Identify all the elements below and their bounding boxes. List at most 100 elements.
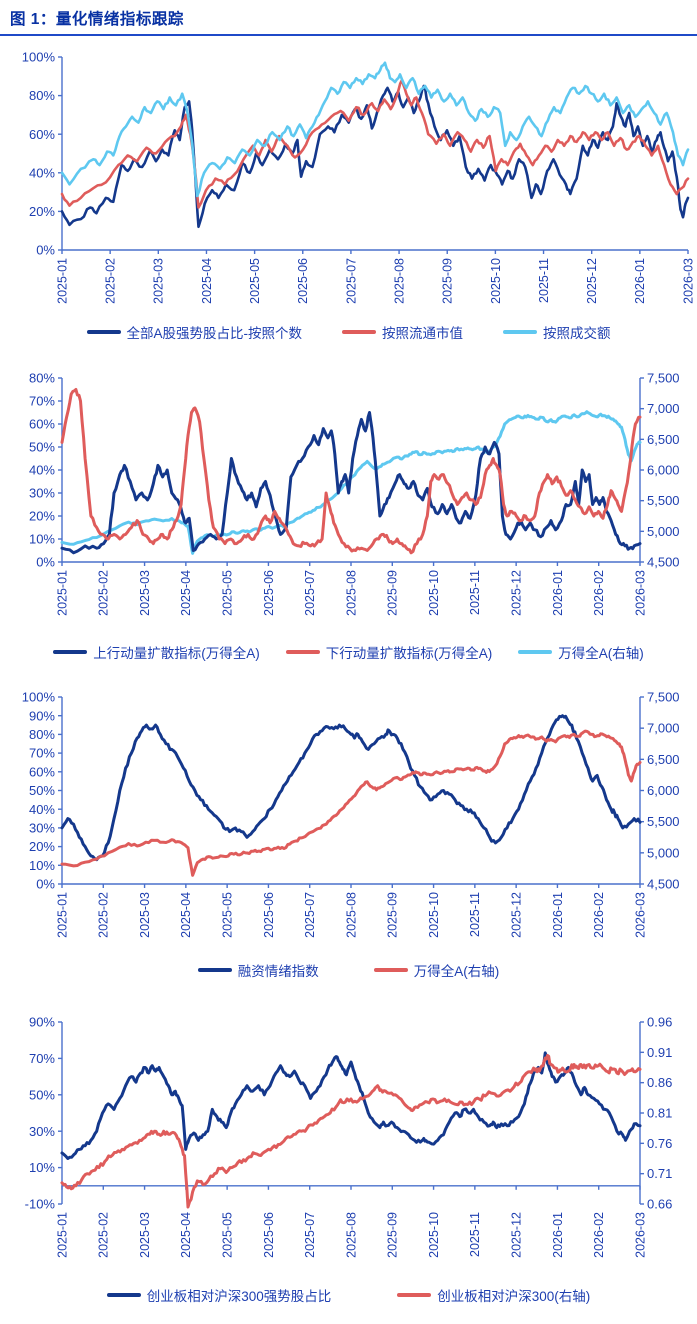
x-axis-tick-label: 2025-04 [179, 570, 193, 616]
x-axis-tick-label: 2026-01 [551, 570, 565, 616]
x-axis-tick-label: 2025-02 [104, 258, 118, 304]
x-axis-tick-label: 2025-03 [138, 892, 152, 938]
y-axis-tick-label: 90% [29, 1015, 55, 1030]
right-y-axis-tick-label: 7,000 [647, 721, 680, 736]
right-y-axis-tick-label: 0.66 [647, 1197, 672, 1212]
right-y-axis-tick-label: 6,000 [647, 463, 680, 478]
x-axis-tick-label: 2025-11 [537, 258, 551, 303]
right-y-axis-tick-label: 7,000 [647, 401, 680, 416]
right-y-axis-tick-label: 6,500 [647, 752, 680, 767]
legend-item: 万得全A(右轴) [373, 960, 499, 980]
series-line [60, 410, 642, 555]
y-axis-tick-label: 10% [29, 858, 55, 873]
legend-line-swatch [342, 330, 376, 334]
legend-item: 上行动量扩散指标(万得全A) [53, 642, 260, 662]
y-axis-tick-label: 20% [29, 839, 55, 854]
x-axis-tick-label: 2025-06 [262, 570, 276, 616]
series-line [60, 714, 642, 862]
y-axis-tick-label: 60% [29, 764, 55, 779]
series-line [60, 388, 642, 555]
legend-label: 创业板相对沪深300强势股占比 [146, 1289, 332, 1304]
x-axis-tick-label: 2025-08 [392, 258, 406, 304]
y-axis-tick-label: 80% [29, 371, 55, 386]
x-axis-tick-label: 2025-08 [344, 570, 358, 616]
x-axis-tick-label: 2025-03 [152, 258, 166, 304]
right-y-axis-tick-label: 5,000 [647, 524, 680, 539]
legend-line-swatch [503, 330, 537, 334]
y-axis-tick-label: -10% [25, 1197, 56, 1212]
y-axis-tick-label: 80% [29, 88, 55, 103]
legend-item: 创业板相对沪深300(右轴) [397, 1285, 590, 1305]
right-y-axis-tick-label: 7,500 [647, 371, 680, 386]
right-y-axis-tick-label: 0.76 [647, 1136, 672, 1151]
x-axis-tick-label: 2025-09 [386, 892, 400, 938]
legend-line-swatch [106, 1293, 141, 1297]
y-axis-tick-label: 40% [29, 165, 55, 180]
y-axis-tick-label: 10% [29, 1160, 55, 1175]
y-axis-tick-label: 50% [29, 1087, 55, 1102]
y-axis-tick-label: 20% [29, 509, 55, 524]
x-axis-tick-label: 2025-01 [55, 892, 69, 938]
legend-item: 全部A股强势股占比-按照个数 [86, 322, 302, 342]
x-axis-tick-label: 2025-04 [179, 1212, 193, 1258]
x-axis-tick-label: 2025-03 [138, 1212, 152, 1258]
y-axis-tick-label: 50% [29, 440, 55, 455]
y-axis-tick-label: 80% [29, 727, 55, 742]
x-axis-tick-label: 2025-04 [200, 258, 214, 304]
series-line [60, 61, 690, 198]
y-axis-tick-label: 30% [29, 820, 55, 835]
figure-title: 图 1：量化情绪指标跟踪 [10, 11, 184, 28]
right-y-axis-tick-label: 0.91 [647, 1045, 672, 1060]
y-axis-tick-label: 0% [36, 555, 55, 570]
x-axis-tick-label: 2025-11 [468, 1212, 482, 1257]
x-axis-tick-label: 2025-08 [344, 1212, 358, 1258]
x-axis-tick-label: 2026-03 [681, 258, 695, 304]
x-axis-tick-label: 2025-05 [221, 1212, 235, 1258]
y-axis-tick-label: 0% [36, 243, 55, 258]
x-axis-tick-label: 2025-07 [303, 892, 317, 938]
legend-line-swatch [86, 330, 121, 334]
right-y-axis-tick-label: 0.81 [647, 1106, 672, 1121]
right-y-axis-tick-label: 0.71 [647, 1166, 672, 1181]
chart-momentum-diffusion-legend: 上行动量扩散指标(万得全A) 下行动量扩散指标(万得全A) 万得全A(右轴) [0, 642, 697, 662]
legend-label: 上行动量扩散指标(万得全A) [93, 646, 260, 661]
right-y-axis-tick-label: 0.96 [647, 1015, 672, 1030]
x-axis-tick-label: 2025-06 [262, 1212, 276, 1258]
chart-chinext-vs-hs300-canvas: -10% 10% 30% 50% 70% 90% 0.66 0.71 0.76 0.81 0.86 0… [25, 1015, 673, 1258]
legend-label: 融资情绪指数 [237, 964, 319, 979]
figure-header: 图 1：量化情绪指标跟踪 [0, 0, 697, 36]
series-line [60, 729, 642, 877]
legend-label: 下行动量扩散指标(万得全A) [325, 646, 493, 661]
x-axis-tick-label: 2025-11 [468, 892, 482, 937]
chart-strong-stock-ratio-legend: 全部A股强势股占比-按照个数 按照流通市值 按照成交额 [0, 322, 697, 342]
y-axis-tick-label: 30% [29, 486, 55, 501]
chart-financing-sentiment-canvas: 0% 10% 20% 30% 40% 50% 60% 70% 80% 90% 100% 4,500 5,… [22, 690, 680, 938]
y-axis-tick-label: 70% [29, 1051, 55, 1066]
y-axis-tick-label: 100% [22, 690, 56, 705]
x-axis-tick-label: 2026-02 [592, 892, 606, 938]
x-axis-tick-label: 2025-07 [303, 570, 317, 616]
legend-label: 万得全A(右轴) [558, 646, 644, 661]
x-axis-tick-label: 2025-04 [179, 892, 193, 938]
x-axis-tick-label: 2025-01 [55, 258, 69, 304]
right-y-axis-tick-label: 4,500 [647, 877, 680, 892]
x-axis-tick-label: 2025-12 [585, 258, 599, 304]
legend-label: 按照流通市值 [382, 326, 463, 341]
x-axis-tick-label: 2026-03 [633, 570, 647, 616]
x-axis-tick-label: 2025-12 [510, 892, 524, 938]
y-axis-tick-label: 60% [29, 417, 55, 432]
x-axis-tick-label: 2025-06 [296, 258, 310, 304]
chart-chinext-vs-hs300-legend: 创业板相对沪深300强势股占比 创业板相对沪深300(右轴) [0, 1285, 697, 1305]
x-axis-tick-label: 2025-07 [344, 258, 358, 304]
x-axis-tick-label: 2026-01 [551, 892, 565, 938]
x-axis-tick-label: 2026-02 [592, 1212, 606, 1258]
x-axis-tick-label: 2025-02 [97, 892, 111, 938]
x-axis-tick-label: 2025-07 [303, 1212, 317, 1258]
chart-financing-sentiment-legend: 融资情绪指数 万得全A(右轴) [0, 960, 697, 980]
y-axis-tick-label: 20% [29, 204, 55, 219]
right-y-axis-tick-label: 6,000 [647, 783, 680, 798]
right-y-axis-tick-label: 5,500 [647, 493, 680, 508]
y-axis-tick-label: 100% [22, 50, 56, 65]
x-axis-tick-label: 2025-05 [221, 570, 235, 616]
chart-momentum-diffusion-canvas: 0% 10% 20% 30% 40% 50% 60% 70% 80% 4,500 5,000 5,50… [29, 371, 680, 616]
